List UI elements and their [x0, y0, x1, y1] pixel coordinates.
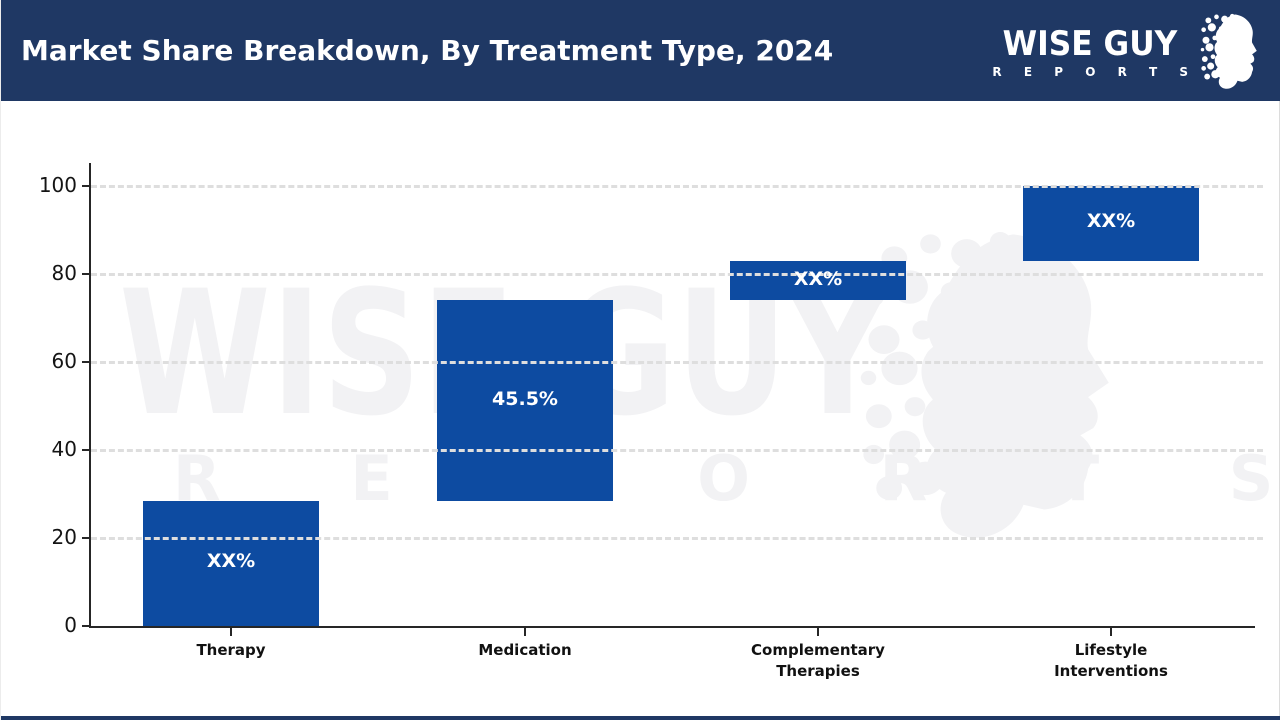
y-axis-tick [82, 449, 90, 451]
gridline-100 [91, 184, 1263, 188]
y-axis-label: 40 [51, 437, 77, 461]
x-axis-tick [1110, 628, 1112, 636]
wiseguy-logo: WISE GUY R E P O R T S [983, 8, 1269, 96]
header: Market Share Breakdown, By Treatment Typ… [1, 0, 1280, 101]
gridline-20 [91, 536, 1263, 540]
bar-segment [1023, 186, 1199, 261]
watermark-face-icon [860, 231, 1109, 538]
logo-reports-label: R E P O R T S [992, 65, 1197, 79]
gridline-60 [91, 360, 1263, 364]
y-axis-line [89, 163, 91, 628]
gridline-80 [91, 272, 1263, 276]
bar-value-label: XX% [206, 550, 256, 573]
y-axis-tick [82, 625, 90, 627]
bar-segment [730, 260, 906, 301]
plot-area: 0 20 40 60 80 100 XX% Therapy 45.5% Medication XX%… [1, 101, 1280, 716]
x-axis-category-label: Therapy [196, 641, 266, 659]
bar-value-label: 45.5% [492, 387, 558, 410]
wiseguy-logo-text: WISE GUY R E P O R T S [983, 25, 1197, 79]
bar-value-label: XX% [793, 267, 843, 290]
x-axis-line [89, 626, 1255, 628]
page-title: Market Share Breakdown, By Treatment Typ… [21, 34, 834, 67]
y-axis-label: 80 [51, 261, 77, 285]
x-axis-category-label: Medication [478, 641, 572, 659]
y-axis-tick [82, 273, 90, 275]
y-axis-label: 100 [38, 173, 77, 197]
x-axis-tick [524, 628, 526, 636]
bar-segment [143, 500, 319, 626]
bar-value-label: XX% [1086, 210, 1136, 233]
y-axis-tick [82, 185, 90, 187]
x-axis-category-label: Complementary Therapies [751, 641, 885, 680]
wiseguy-face-icon [1200, 13, 1257, 89]
bar-segment [437, 300, 613, 501]
x-axis-category-label: Lifestyle Interventions [1054, 641, 1168, 680]
y-axis-tick [82, 361, 90, 363]
y-axis-label: 0 [64, 613, 77, 637]
x-axis-tick [230, 628, 232, 636]
footer-accent-bar [1, 716, 1280, 720]
y-axis-label: 60 [51, 349, 77, 373]
logo-wordmark: WISE GUY [1002, 24, 1178, 64]
y-axis-tick [82, 537, 90, 539]
y-axis-label: 20 [51, 525, 77, 549]
x-axis-tick [817, 628, 819, 636]
gridline-40 [91, 448, 1263, 452]
